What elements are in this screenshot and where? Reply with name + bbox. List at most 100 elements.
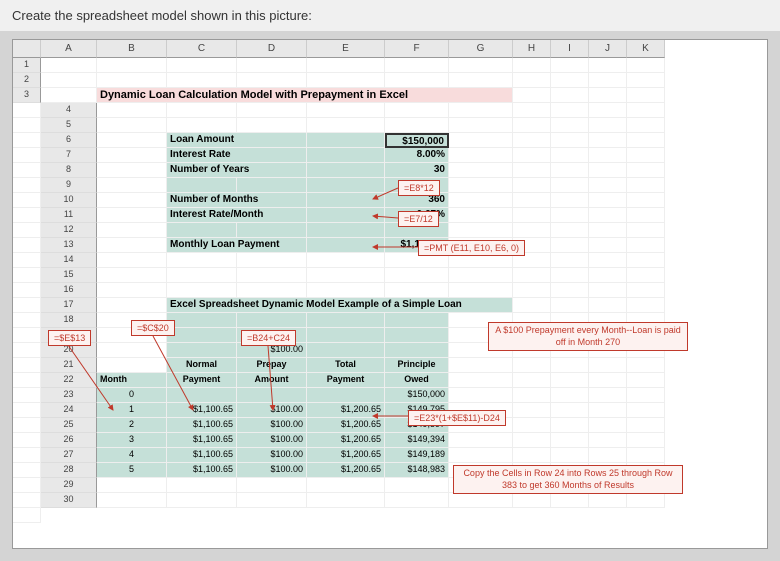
table-row[interactable]: $148,983	[385, 463, 449, 478]
cell[interactable]	[589, 403, 627, 418]
cell[interactable]	[307, 268, 385, 283]
table-row[interactable]: $1,100.65	[167, 463, 237, 478]
cell[interactable]	[589, 418, 627, 433]
table-row[interactable]: $1,100.65	[167, 448, 237, 463]
table-row[interactable]: 3	[97, 433, 167, 448]
cell[interactable]	[13, 478, 41, 493]
cell[interactable]	[449, 208, 513, 223]
row-29[interactable]: 29	[41, 478, 97, 493]
cell[interactable]	[385, 283, 449, 298]
cell[interactable]	[589, 208, 627, 223]
cell[interactable]	[167, 58, 237, 73]
cell[interactable]	[551, 298, 589, 313]
cell[interactable]	[589, 58, 627, 73]
cell[interactable]	[307, 253, 385, 268]
cell[interactable]	[13, 238, 41, 253]
cell[interactable]	[589, 193, 627, 208]
cell[interactable]	[237, 283, 307, 298]
cell[interactable]	[627, 268, 665, 283]
cell[interactable]	[627, 163, 665, 178]
table-row[interactable]: $1,200.65	[307, 463, 385, 478]
cell[interactable]	[627, 448, 665, 463]
cell[interactable]	[589, 118, 627, 133]
table-row[interactable]: $150,000	[385, 388, 449, 403]
cell[interactable]	[41, 73, 97, 88]
cell[interactable]	[551, 133, 589, 148]
cell[interactable]	[13, 178, 41, 193]
cell[interactable]	[307, 223, 385, 238]
cell[interactable]	[513, 223, 551, 238]
cell[interactable]	[13, 253, 41, 268]
cell[interactable]	[449, 358, 513, 373]
cell[interactable]	[513, 493, 551, 508]
cell[interactable]	[307, 343, 385, 358]
cell[interactable]	[167, 283, 237, 298]
cell[interactable]	[385, 493, 449, 508]
cell[interactable]	[551, 283, 589, 298]
cell[interactable]	[589, 493, 627, 508]
th-principle[interactable]: Principle	[385, 358, 449, 373]
col-H[interactable]: H	[513, 40, 551, 58]
cell[interactable]	[513, 433, 551, 448]
cell[interactable]	[13, 493, 41, 508]
cell[interactable]	[551, 238, 589, 253]
table-row[interactable]: $100.00	[237, 433, 307, 448]
cell[interactable]	[167, 268, 237, 283]
cell[interactable]	[97, 133, 167, 148]
cell[interactable]	[513, 133, 551, 148]
cell[interactable]	[513, 118, 551, 133]
cell[interactable]	[13, 223, 41, 238]
table-row[interactable]	[167, 388, 237, 403]
row-4[interactable]: 4	[41, 103, 97, 118]
years-value[interactable]: 30	[385, 163, 449, 178]
cell[interactable]	[627, 403, 665, 418]
row-11[interactable]: 11	[41, 208, 97, 223]
cell[interactable]	[97, 103, 167, 118]
col-D[interactable]: D	[237, 40, 307, 58]
cell[interactable]	[97, 358, 167, 373]
cell[interactable]	[589, 238, 627, 253]
cell[interactable]	[627, 133, 665, 148]
cell[interactable]	[97, 283, 167, 298]
cell[interactable]	[449, 448, 513, 463]
cell[interactable]	[307, 58, 385, 73]
cell[interactable]	[513, 103, 551, 118]
cell[interactable]	[13, 208, 41, 223]
cell[interactable]	[551, 388, 589, 403]
cell[interactable]	[237, 313, 307, 328]
cell[interactable]	[307, 283, 385, 298]
cell[interactable]	[13, 268, 41, 283]
cell[interactable]	[449, 163, 513, 178]
cell[interactable]	[589, 358, 627, 373]
cell[interactable]	[97, 193, 167, 208]
cell[interactable]	[13, 433, 41, 448]
cell[interactable]	[513, 283, 551, 298]
cell[interactable]	[551, 148, 589, 163]
th-month[interactable]: Month	[97, 373, 167, 388]
cell[interactable]	[627, 58, 665, 73]
cell[interactable]	[167, 73, 237, 88]
cell[interactable]	[449, 493, 513, 508]
cell[interactable]	[627, 88, 665, 103]
cell[interactable]	[551, 193, 589, 208]
cell[interactable]	[97, 178, 167, 193]
cell[interactable]	[237, 253, 307, 268]
col-G[interactable]: G	[449, 40, 513, 58]
interest-rate-value[interactable]: 8.00%	[385, 148, 449, 163]
col-J[interactable]: J	[589, 40, 627, 58]
row-5[interactable]: 5	[41, 118, 97, 133]
col-C[interactable]: C	[167, 40, 237, 58]
cell[interactable]	[307, 238, 385, 253]
row-28[interactable]: 28	[41, 463, 97, 478]
row-1[interactable]: 1	[13, 58, 41, 73]
table-row[interactable]: 5	[97, 463, 167, 478]
cell[interactable]	[307, 163, 385, 178]
col-I[interactable]: I	[551, 40, 589, 58]
cell[interactable]	[627, 253, 665, 268]
cell[interactable]	[513, 58, 551, 73]
cell[interactable]	[513, 163, 551, 178]
corner-cell[interactable]	[13, 40, 41, 58]
cell[interactable]	[627, 493, 665, 508]
row-15[interactable]: 15	[41, 268, 97, 283]
cell[interactable]	[167, 253, 237, 268]
